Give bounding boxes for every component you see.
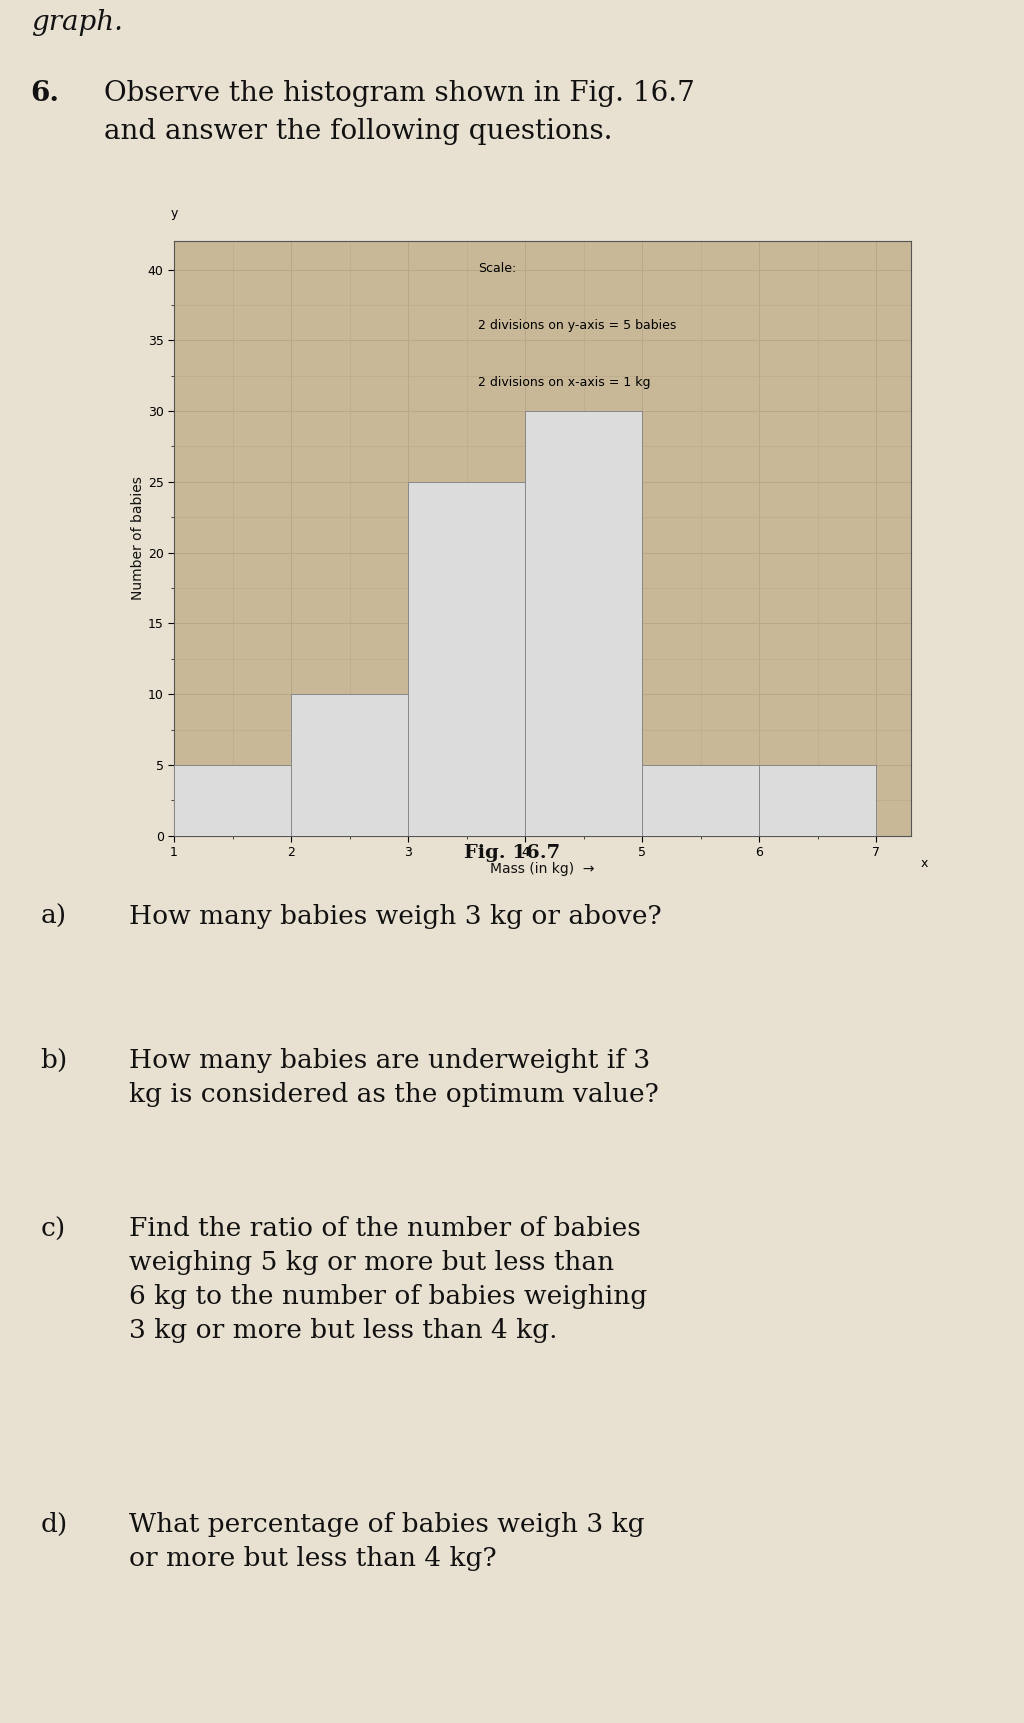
Text: y: y — [170, 207, 178, 221]
Bar — [409, 482, 525, 836]
Text: a): a) — [41, 905, 67, 929]
Text: What percentage of babies weigh 3 kg
or more but less than 4 kg?: What percentage of babies weigh 3 kg or … — [129, 1513, 645, 1571]
Text: graph.: graph. — [31, 9, 123, 36]
Text: b): b) — [41, 1048, 68, 1073]
Text: Observe the histogram shown in Fig. 16.7
and answer the following questions.: Observe the histogram shown in Fig. 16.7… — [104, 81, 695, 145]
Text: Find the ratio of the number of babies
weighing 5 kg or more but less than
6 kg : Find the ratio of the number of babies w… — [129, 1216, 647, 1344]
Text: 6.: 6. — [31, 81, 59, 107]
Text: d): d) — [41, 1513, 68, 1537]
Text: How many babies weigh 3 kg or above?: How many babies weigh 3 kg or above? — [129, 905, 662, 929]
Text: Scale:: Scale: — [478, 262, 516, 276]
Bar — [174, 765, 291, 836]
Bar — [759, 765, 877, 836]
X-axis label: Mass (in kg)  →: Mass (in kg) → — [490, 862, 595, 875]
Text: Fig. 16.7: Fig. 16.7 — [464, 844, 560, 862]
Text: c): c) — [41, 1216, 66, 1242]
Text: 2 divisions on y-axis = 5 babies: 2 divisions on y-axis = 5 babies — [478, 319, 677, 333]
Y-axis label: Number of babies: Number of babies — [131, 477, 145, 600]
Bar — [525, 412, 642, 836]
Text: 2 divisions on x-axis = 1 kg: 2 divisions on x-axis = 1 kg — [478, 376, 651, 389]
Bar — [291, 694, 409, 836]
Text: x: x — [921, 856, 928, 870]
Text: How many babies are underweight if 3
kg is considered as the optimum value?: How many babies are underweight if 3 kg … — [129, 1048, 658, 1106]
Bar — [642, 765, 759, 836]
